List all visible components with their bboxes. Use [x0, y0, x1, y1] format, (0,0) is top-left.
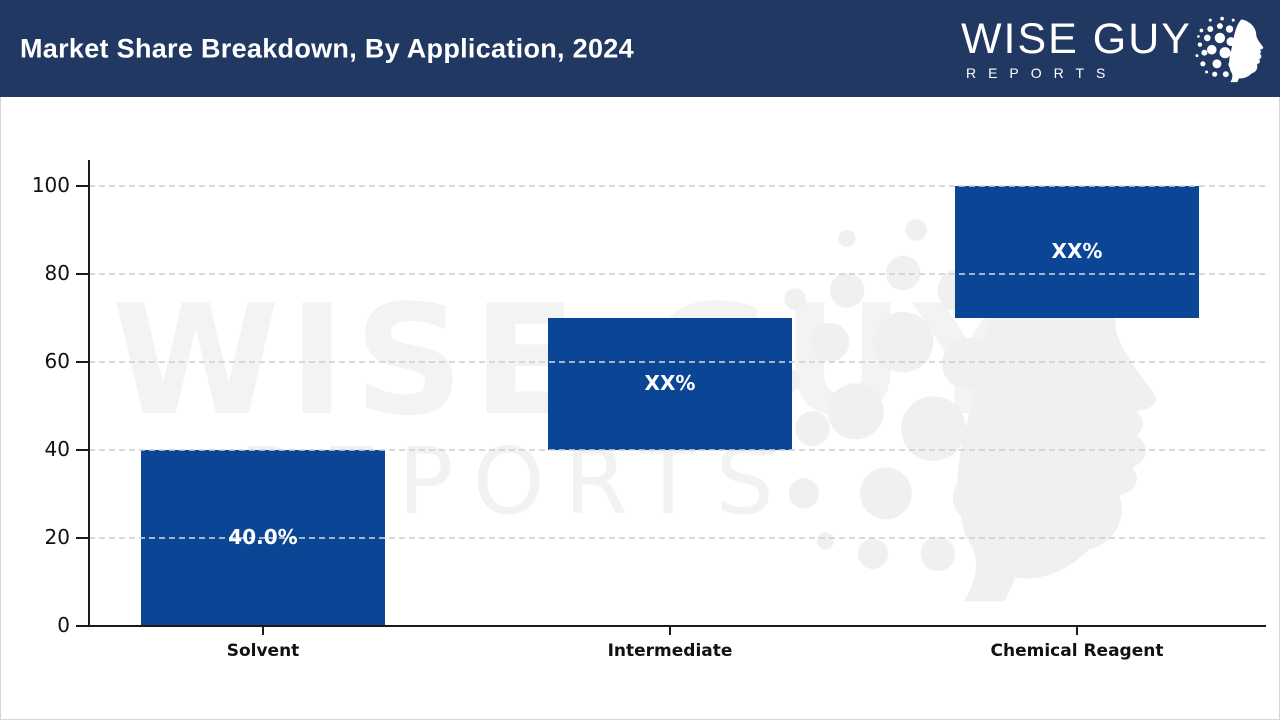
y-axis-tick-label: 20	[44, 525, 70, 549]
bar-value-label: 40.0%	[228, 525, 298, 549]
bar-segment	[548, 318, 792, 450]
brand-logo-text: WISE GUY REPORTS	[960, 14, 1192, 81]
gridline	[89, 537, 1265, 539]
bar-value-label: XX%	[644, 371, 696, 395]
gridline	[89, 273, 1265, 275]
dotted-face-icon	[1194, 7, 1268, 91]
y-axis-tick	[76, 273, 89, 275]
logo-wordmark: WISE GUY	[960, 14, 1192, 63]
y-axis-tick	[76, 449, 89, 451]
bar-value-label: XX%	[1051, 239, 1103, 263]
y-axis-tick-label: 40	[44, 437, 70, 461]
y-axis-tick-label: 80	[44, 261, 70, 285]
page-title: Market Share Breakdown, By Application, …	[20, 33, 634, 63]
y-axis-tick	[76, 185, 89, 187]
x-axis-line	[88, 625, 1266, 627]
x-axis-tick-label: Chemical Reagent	[990, 641, 1164, 661]
gridline	[89, 185, 1265, 187]
gridline	[89, 361, 1265, 363]
y-axis-tick	[76, 537, 89, 539]
x-axis-tick	[262, 627, 264, 635]
x-axis-tick	[1076, 627, 1078, 635]
y-axis-tick-label: 100	[31, 173, 70, 197]
y-axis-tick-label: 60	[44, 349, 70, 373]
gridline	[89, 449, 1265, 451]
x-axis-tick	[669, 627, 671, 635]
logo-subtitle: REPORTS	[965, 64, 1118, 81]
y-axis-tick-label: 0	[57, 613, 70, 637]
bar-segment	[955, 186, 1199, 318]
brand-logo: WISE GUY REPORTS	[961, 4, 1268, 94]
y-axis-line	[88, 160, 90, 627]
x-axis-tick-label: Intermediate	[607, 641, 733, 661]
x-axis-tick-label: Solvent	[226, 641, 300, 661]
y-axis-tick	[76, 625, 89, 627]
header: Market Share Breakdown, By Application, …	[0, 0, 1280, 97]
y-axis-tick	[76, 361, 89, 363]
